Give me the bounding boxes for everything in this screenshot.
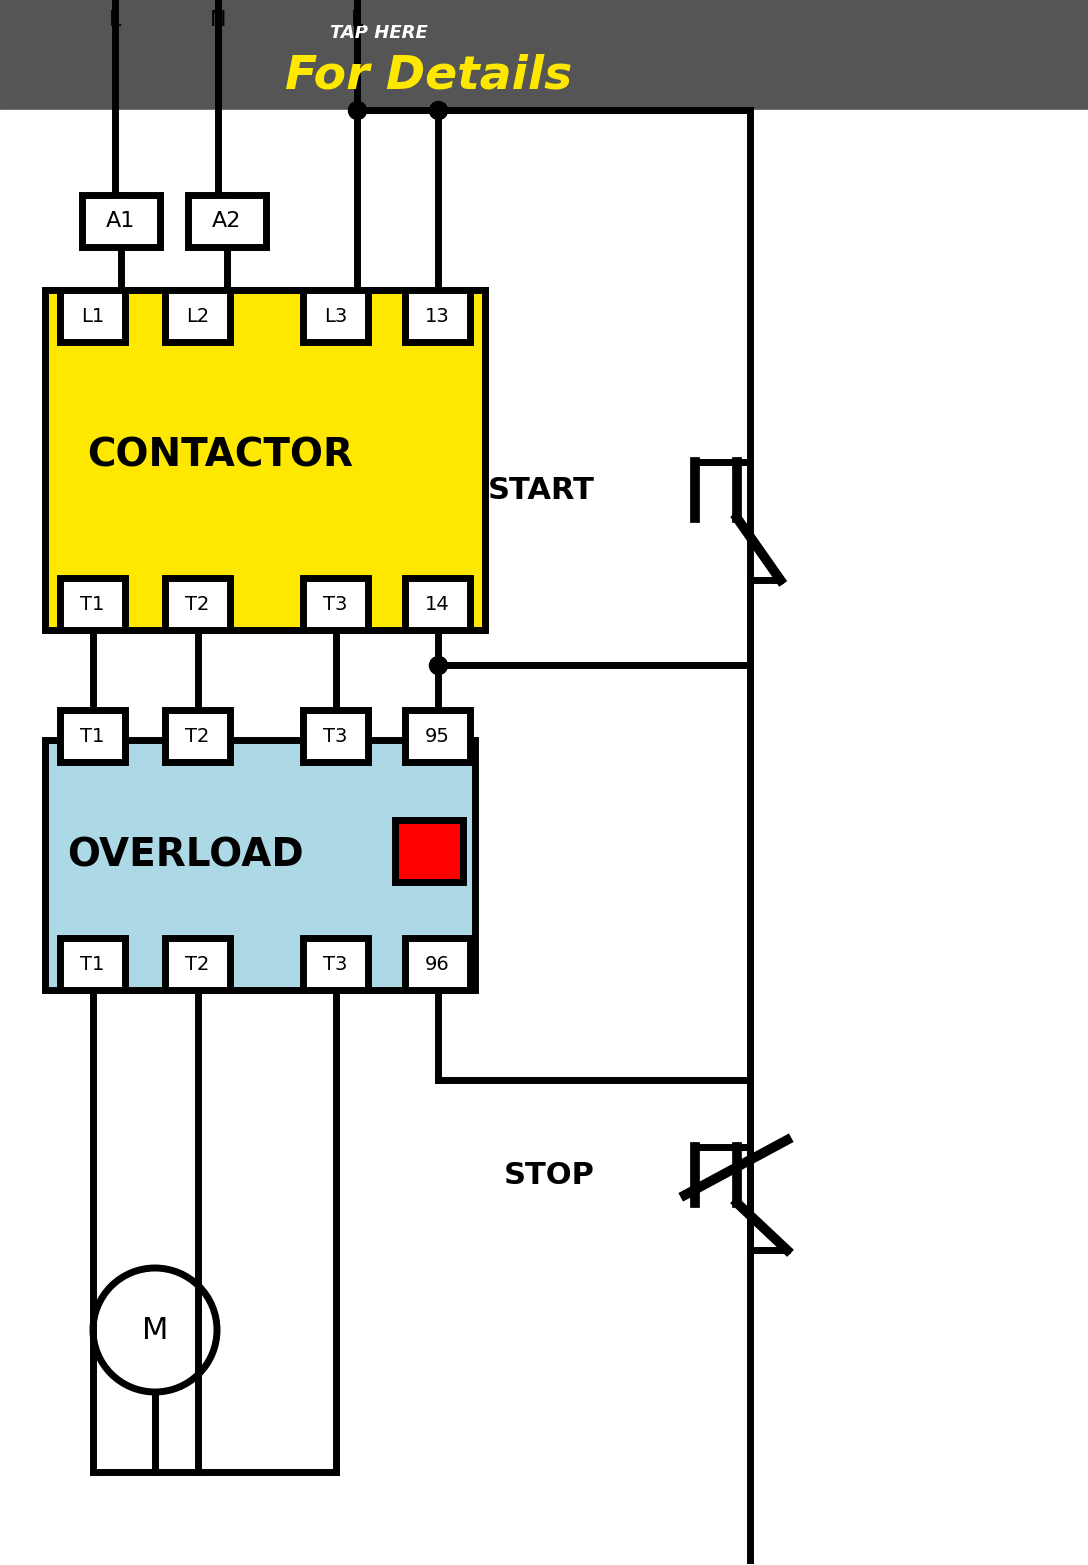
Bar [60,577,125,631]
Bar [82,196,160,247]
Text: OVERLOAD: OVERLOAD [66,836,304,873]
Text: CONTACTOR: CONTACTOR [87,437,353,474]
Text: T1: T1 [81,595,104,613]
Bar [395,820,463,883]
Bar [302,290,368,343]
Text: L2: L2 [186,307,209,326]
Text: L3: L3 [324,307,347,326]
Bar [188,196,265,247]
Text: T1: T1 [81,955,104,973]
Bar [45,740,475,991]
Text: A2: A2 [212,211,242,232]
Text: 13: 13 [425,307,449,326]
Bar [45,290,485,631]
Bar [165,711,230,762]
Bar [405,711,470,762]
Bar [60,937,125,991]
Bar [405,577,470,631]
Text: T2: T2 [185,955,210,973]
Text: L: L [109,9,121,30]
Bar [165,290,230,343]
Text: L1: L1 [81,307,104,326]
Bar [60,290,125,343]
Text: L: L [350,9,363,30]
Text: T2: T2 [185,726,210,745]
Text: TAP HERE: TAP HERE [330,23,428,42]
Text: STOP: STOP [504,1161,595,1189]
Bar [165,937,230,991]
Text: M: M [141,1316,169,1344]
Text: A1: A1 [107,211,136,232]
Text: T3: T3 [323,955,348,973]
Text: T3: T3 [323,726,348,745]
Text: N: N [210,9,226,30]
Bar [165,577,230,631]
Text: 14: 14 [425,595,449,613]
Text: For Details: For Details [285,53,572,99]
Text: T1: T1 [81,726,104,745]
Bar [60,711,125,762]
Text: 95: 95 [425,726,450,745]
Bar [302,577,368,631]
Text: T3: T3 [323,595,348,613]
Text: T2: T2 [185,595,210,613]
Bar [0,0,1088,110]
Bar [302,937,368,991]
Bar [405,937,470,991]
Text: 96: 96 [425,955,449,973]
Bar [302,711,368,762]
Bar [405,290,470,343]
Text: START: START [489,476,595,504]
